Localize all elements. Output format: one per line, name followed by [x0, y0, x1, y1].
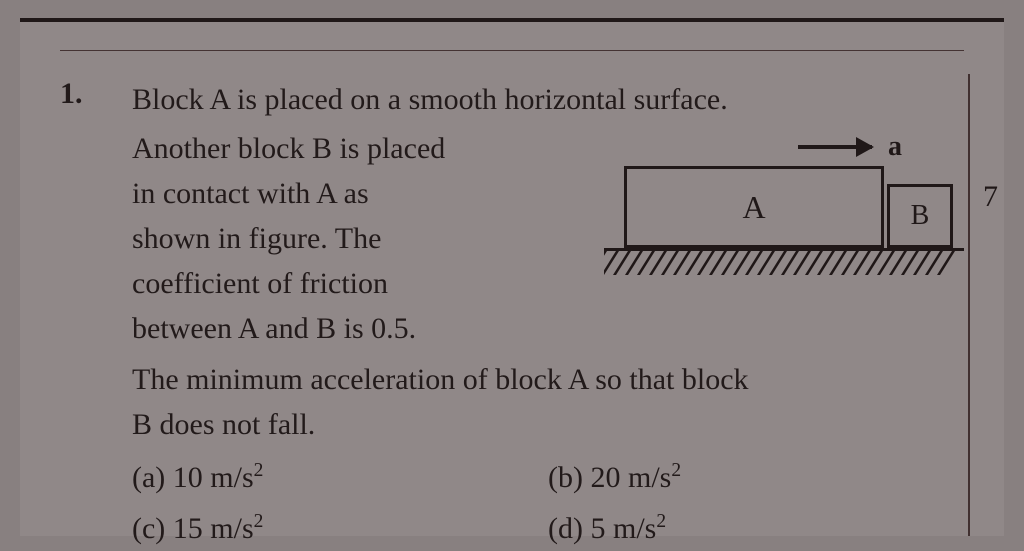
question-line-2: Another block B is placed [132, 126, 578, 171]
block-b: B [887, 184, 953, 248]
block-a-label: A [742, 183, 765, 231]
question-line-1: Block A is placed on a smooth horizontal… [132, 77, 964, 122]
option-d-exp: 2 [656, 511, 666, 532]
options-grid: (a) 10 m/s2 (b) 20 m/s2 (c) 15 m/s2 (d) … [132, 455, 964, 551]
question-line-5: coefficient of friction [132, 261, 578, 306]
ground [604, 248, 964, 275]
option-c-label: (c) [132, 512, 165, 545]
horizontal-rule [60, 50, 964, 51]
option-a-label: (a) [132, 461, 165, 494]
block-b-label: B [911, 195, 930, 237]
option-a: (a) 10 m/s2 [132, 455, 548, 500]
option-c-exp: 2 [254, 511, 264, 532]
option-d: (d) 5 m/s2 [548, 506, 964, 551]
option-b-value: 20 m/s [590, 461, 671, 494]
option-b-label: (b) [548, 461, 583, 494]
question-line-4: shown in figure. The [132, 216, 578, 261]
question-number: 1. [60, 77, 104, 111]
option-a-exp: 2 [254, 460, 264, 481]
margin-mark: 7 [983, 180, 998, 214]
option-b-exp: 2 [671, 460, 681, 481]
physics-diagram: a A B [604, 118, 964, 288]
option-a-value: 10 m/s [173, 461, 254, 494]
acceleration-arrow: a [798, 126, 902, 168]
option-b: (b) 20 m/s2 [548, 455, 964, 500]
option-c: (c) 15 m/s2 [132, 506, 548, 551]
option-d-value: 5 m/s [590, 512, 656, 545]
question-line-3: in contact with A as [132, 171, 578, 216]
ground-hatching [604, 251, 964, 275]
page: 1. Block A is placed on a smooth horizon… [20, 18, 1004, 536]
option-d-label: (d) [548, 512, 583, 545]
block-a: A [624, 166, 884, 248]
wrap-row: Another block B is placed in contact wit… [132, 126, 964, 351]
question-body: Block A is placed on a smooth horizontal… [132, 77, 964, 551]
question-line-6: between A and B is 0.5. [132, 306, 578, 351]
question-line-7: The minimum acceleration of block A so t… [132, 357, 964, 402]
option-c-value: 15 m/s [173, 512, 254, 545]
wrap-text: Another block B is placed in contact wit… [132, 126, 578, 351]
question-row: 1. Block A is placed on a smooth horizon… [60, 77, 964, 551]
question-line-8: B does not fall. [132, 402, 964, 447]
arrow-label: a [888, 126, 902, 168]
right-margin-rule [968, 74, 970, 536]
arrow-line-icon [798, 145, 872, 149]
